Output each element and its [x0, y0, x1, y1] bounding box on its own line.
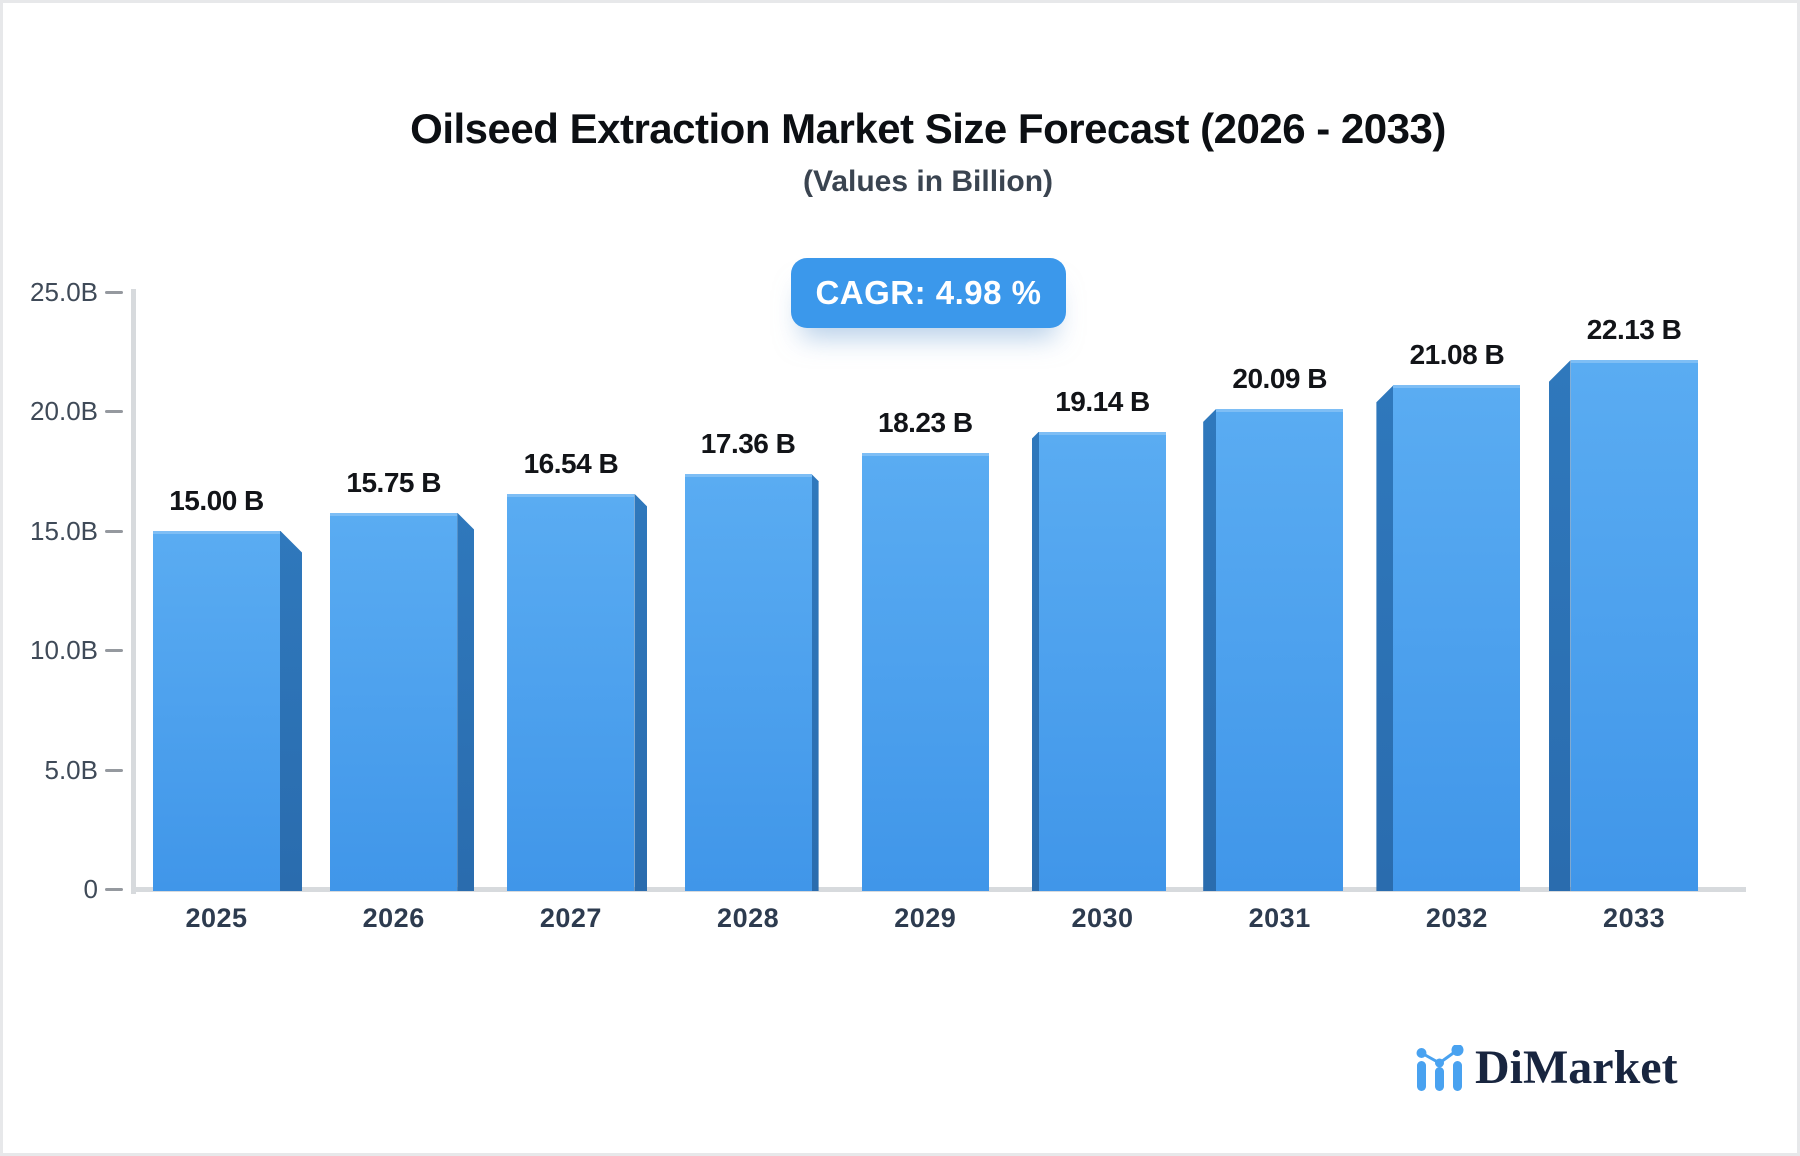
- bar-value-label: 18.23 B: [878, 407, 973, 439]
- bar: [1216, 408, 1344, 891]
- bar-value-label: 19.14 B: [1055, 385, 1150, 417]
- bar: [153, 530, 280, 891]
- bar-side-face: [1032, 431, 1039, 891]
- y-tick-dash: [105, 768, 123, 772]
- y-tick-label: 15.0B: [30, 515, 98, 546]
- plot-area: 25.0B 20.0B 15.0B 10.0B 5.0B 0 15.00 B 2025 15.7…: [3, 3, 1797, 1153]
- brand-watermark: DiMarket: [1415, 1043, 1678, 1093]
- y-tick-label: 5.0B: [44, 754, 99, 785]
- mini-bar-chart-icon: [1416, 1045, 1464, 1091]
- bar-side-face: [811, 474, 819, 891]
- bar-side-face: [1203, 408, 1217, 891]
- bar-side-face: [1548, 360, 1571, 891]
- x-tick-label: 2030: [1071, 903, 1134, 933]
- bar-value-label: 20.09 B: [1232, 362, 1327, 394]
- y-tick-label: 20.0B: [30, 396, 98, 426]
- bar-value-label: 15.75 B: [346, 466, 441, 498]
- y-axis-line: [131, 289, 136, 894]
- bar: [861, 453, 989, 891]
- y-tick-dash: [105, 529, 123, 533]
- bar-value-label: 15.00 B: [169, 484, 264, 516]
- bar: [330, 512, 458, 891]
- y-tick-dash: [105, 888, 123, 891]
- bar-value-label: 17.36 B: [700, 428, 796, 460]
- chart-subtitle: (Values in Billion): [802, 165, 1054, 198]
- bar: [507, 493, 635, 891]
- x-tick-label: 2025: [185, 903, 248, 933]
- bar-value-label: 16.54 B: [523, 447, 619, 479]
- x-tick-label: 2026: [362, 903, 425, 933]
- bar-value-label: 21.08 B: [1409, 339, 1505, 371]
- bar: [1393, 385, 1521, 891]
- bar: [684, 474, 812, 891]
- bar-value-label: 22.13 B: [1586, 314, 1682, 346]
- x-tick-label: 2031: [1248, 903, 1311, 933]
- x-tick-label: 2027: [539, 903, 602, 933]
- x-tick-label: 2033: [1603, 903, 1666, 933]
- brand-name: DiMarket: [1475, 1041, 1678, 1094]
- bar-side-face: [1376, 385, 1394, 891]
- cagr-badge-label: CAGR: 4.98 %: [815, 274, 1042, 311]
- bar: [1570, 360, 1698, 891]
- bar-side-face: [280, 530, 302, 891]
- bar-side-face: [634, 493, 648, 891]
- y-tick-label: 10.0B: [30, 635, 98, 665]
- cagr-badge: CAGR: 4.98 %: [791, 258, 1066, 328]
- bar-side-face: [457, 512, 475, 891]
- x-tick-label: 2029: [894, 903, 957, 933]
- x-tick-label: 2028: [717, 903, 780, 933]
- chart-title: Oilseed Extraction Market Size Forecast …: [410, 105, 1446, 152]
- y-tick-dash: [105, 649, 123, 652]
- y-tick-dash: [105, 410, 123, 413]
- y-tick-label: 0: [83, 874, 98, 904]
- y-tick-label: 25.0B: [30, 276, 98, 307]
- bar: [1039, 431, 1166, 891]
- x-tick-label: 2032: [1425, 903, 1488, 933]
- y-tick-dash: [105, 290, 123, 294]
